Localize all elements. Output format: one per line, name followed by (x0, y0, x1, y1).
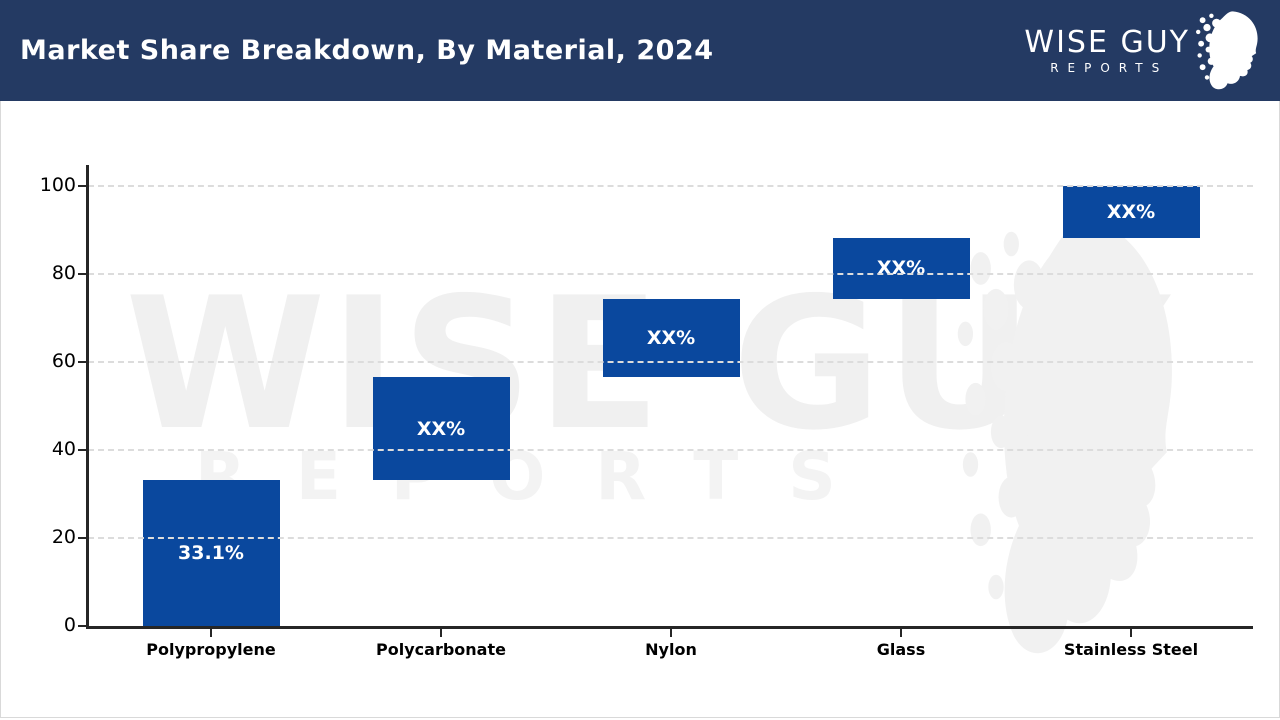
gridline (88, 361, 1253, 363)
y-axis-tick (78, 361, 86, 363)
gridline (88, 537, 1253, 539)
gridline (88, 273, 1253, 275)
y-tick-label: 100 (39, 174, 76, 196)
brand-logo-text: WISE GUY REPORTS (1024, 24, 1190, 75)
gridline (88, 185, 1253, 187)
x-tick-label: Polycarbonate (376, 640, 506, 659)
brand-subtitle: REPORTS (1050, 60, 1169, 75)
bar-segment: XX% (1062, 186, 1200, 238)
x-tick-label: Polypropylene (146, 640, 276, 659)
y-axis-line (86, 165, 89, 628)
brand-logo: WISE GUY REPORTS (1024, 7, 1280, 95)
bar-value-label: XX% (1106, 200, 1156, 223)
y-tick-label: 40 (51, 438, 76, 460)
chart-title: Market Share Breakdown, By Material, 202… (20, 35, 714, 66)
bar-value-label: XX% (876, 257, 926, 280)
header: Market Share Breakdown, By Material, 202… (0, 0, 1280, 101)
y-tick-label: 60 (51, 350, 76, 372)
bar-value-label: 33.1% (178, 542, 244, 565)
bar-value-label: XX% (416, 417, 466, 440)
x-axis-tick (440, 628, 442, 637)
x-axis-tick (1130, 628, 1132, 637)
y-axis-tick (78, 625, 86, 627)
bar-segment: XX% (832, 237, 970, 300)
x-axis-line (86, 626, 1253, 629)
bar-segment: 33.1% (142, 480, 280, 626)
bar-value-label: XX% (646, 327, 696, 350)
gridline (88, 449, 1253, 451)
x-axis-tick (900, 628, 902, 637)
y-axis-tick (78, 273, 86, 275)
x-tick-label: Glass (876, 640, 926, 659)
y-axis-tick (78, 449, 86, 451)
bar-segment: XX% (602, 299, 740, 377)
bar-segment: XX% (372, 376, 510, 481)
y-tick-label: 20 (51, 526, 76, 548)
watermark-face-icon (957, 219, 1172, 654)
face-profile-icon (1196, 10, 1258, 89)
y-tick-label: 80 (51, 262, 76, 284)
x-axis-tick (670, 628, 672, 637)
x-tick-label: Nylon (645, 640, 697, 659)
y-axis-tick (78, 537, 86, 539)
x-axis-tick (210, 628, 212, 637)
x-tick-label: Stainless Steel (1063, 640, 1199, 659)
y-axis-tick (78, 185, 86, 187)
y-tick-label: 0 (63, 614, 76, 636)
brand-name: WISE GUY (1024, 24, 1190, 60)
